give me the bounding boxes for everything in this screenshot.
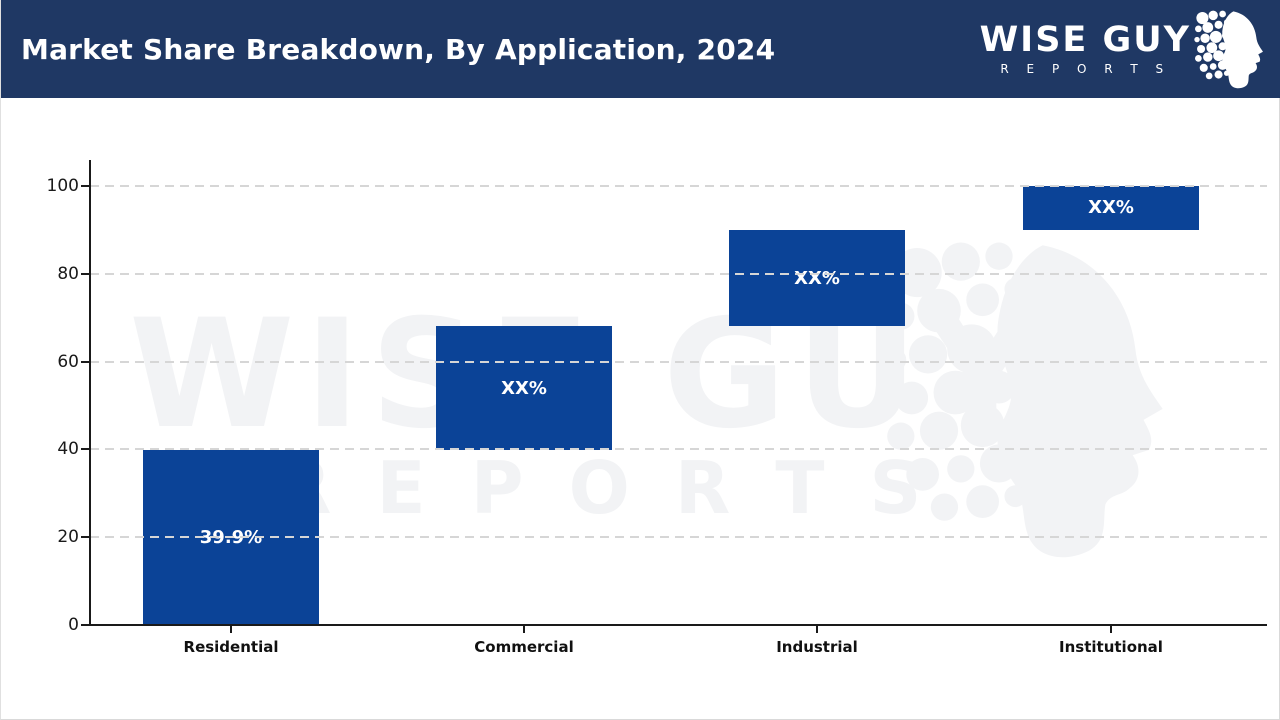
page-title: Market Share Breakdown, By Application, … [21, 32, 776, 66]
gridline-100 [90, 185, 1267, 187]
y-tick-40 [81, 448, 89, 451]
x-label-residential: Residential [183, 638, 279, 656]
y-tick-0 [81, 624, 89, 626]
x-label-industrial: Industrial [776, 638, 858, 656]
wise-guy-reports-logo: WISE GUY R E P O R T S [980, 7, 1280, 91]
logo-text: WISE GUY R E P O R T S [979, 19, 1191, 76]
y-axis-line [89, 160, 91, 626]
gridline-60 [90, 360, 1267, 363]
x-axis-line [89, 624, 1267, 626]
bar-label-commercial: XX% [501, 377, 547, 399]
x-tick-institutional [1110, 626, 1112, 633]
y-tick-label-60: 60 [57, 351, 79, 372]
x-tick-residential [230, 626, 232, 633]
y-tick-60 [81, 360, 89, 363]
watermark-text-line2: R E P O R T S [276, 446, 932, 530]
logo-subtitle: R E P O R T S [1000, 61, 1171, 76]
x-tick-commercial [523, 626, 525, 633]
y-tick-20 [81, 536, 89, 539]
bar-industrial: XX% [729, 229, 905, 327]
bar-label-institutional: XX% [1088, 197, 1134, 219]
y-tick-label-80: 80 [57, 263, 79, 284]
gridline-80 [90, 272, 1267, 275]
gridline-20 [90, 536, 1267, 539]
bar-institutional: XX% [1023, 186, 1199, 230]
y-tick-100 [81, 185, 89, 187]
y-tick-label-40: 40 [57, 439, 79, 460]
logo-name: WISE GUY [979, 19, 1191, 60]
y-tick-label-0: 0 [68, 615, 79, 635]
x-label-commercial: Commercial [474, 638, 574, 656]
logo-face-icon [1194, 10, 1263, 89]
header-bar: Market Share Breakdown, By Application, … [1, 0, 1280, 98]
watermark-face-icon [884, 242, 1163, 558]
bar-label-industrial: XX% [794, 267, 840, 289]
bar-commercial: XX% [436, 326, 612, 450]
gridline-40 [90, 448, 1267, 451]
x-tick-industrial [816, 626, 818, 633]
y-tick-label-20: 20 [57, 527, 79, 548]
chart-plot-area: 39.9% XX% XX% XX% 0 20 40 60 80 100 Res [1, 98, 1280, 720]
y-tick-label-100: 100 [46, 176, 79, 196]
y-tick-80 [81, 272, 89, 275]
x-label-institutional: Institutional [1059, 638, 1163, 656]
